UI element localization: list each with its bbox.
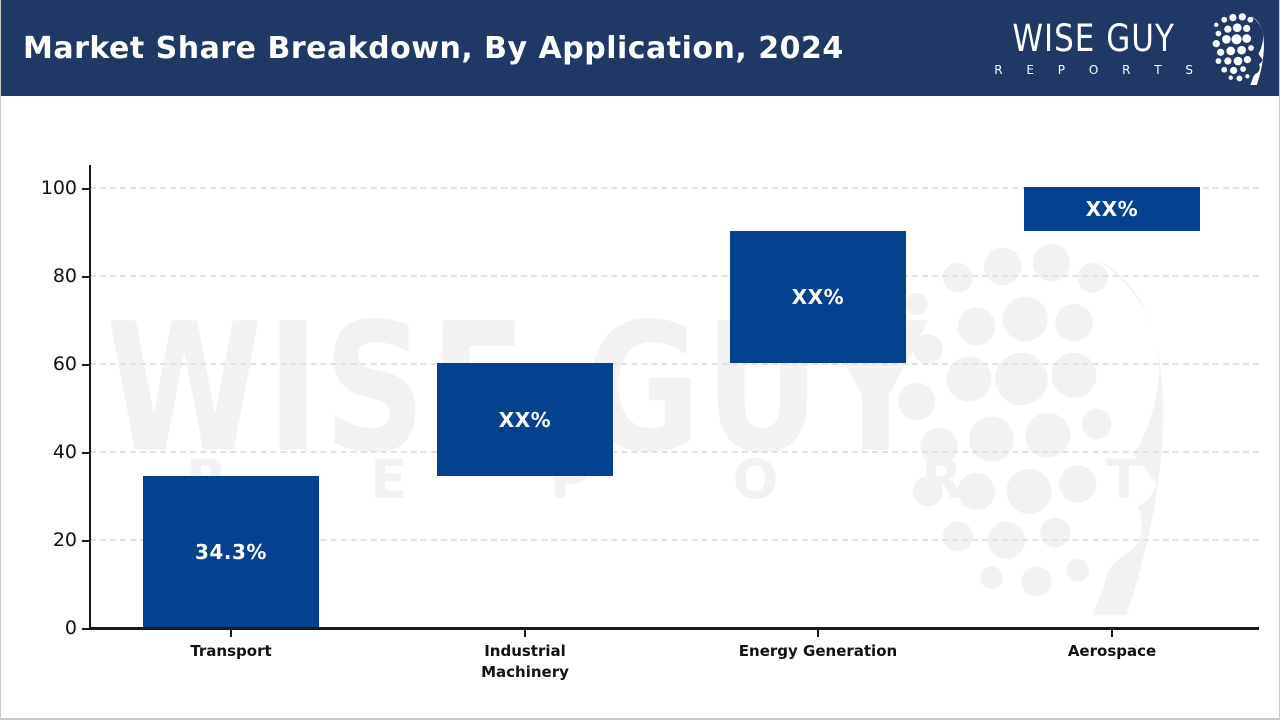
bar-value-label: 34.3% [195,539,267,564]
y-tick-label-40: 40 [52,441,77,463]
gridline-100 [90,187,1259,189]
y-axis-line [89,165,91,629]
y-tick-label-0: 0 [64,617,77,639]
wiseguy-logo: WISE GUY R E P O R T S [984,10,1267,86]
y-tick-80 [82,276,89,278]
y-tick-label-60: 60 [52,353,77,375]
bar-value-label: XX% [791,285,845,309]
bar-value-label: XX% [1085,197,1139,221]
watermark-reports: R E P O R T S [186,448,1280,511]
x-axis-line [89,627,1259,630]
wiseguy-logo-text: WISE GUY R E P O R T S [984,17,1203,77]
y-tick-40 [82,452,89,454]
page-title: Market Share Breakdown, By Application, … [23,30,844,66]
y-tick-100 [82,188,89,190]
category-label-1: Industrial Machinery [481,642,569,681]
header: Market Share Breakdown, By Application, … [1,0,1279,96]
bar-aerospace: XX% [1024,187,1200,231]
gridline-40 [90,451,1259,453]
category-label-3: Aerospace [1067,642,1157,660]
wiseguy-head-icon [1212,13,1264,85]
gridline-20 [90,539,1259,541]
wiseguy-logo-name: WISE GUY [1012,17,1175,61]
y-tick-60 [82,364,89,366]
gridline-60 [90,363,1259,365]
x-tick-1 [524,630,526,637]
wiseguy-logo-tagline: R E P O R T S [994,63,1203,77]
x-tick-2 [817,630,819,637]
category-label-0: Transport [190,642,272,660]
y-tick-label-20: 20 [52,529,77,551]
bar-transport: 34.3% [143,476,319,627]
y-tick-20 [82,540,89,542]
gridline-80 [90,275,1259,277]
x-tick-0 [230,630,232,637]
x-tick-3 [1111,630,1113,637]
y-tick-label-80: 80 [52,265,77,287]
y-tick-0 [82,628,89,630]
chart-area: WISE GUY R E P O R T S 0 20 40 60 80 100 34.3%… [1,96,1280,718]
y-tick-label-100: 100 [40,177,77,199]
bar-energy-generation: XX% [730,231,906,363]
bar-industrial-machinery: XX% [437,363,613,477]
category-label-2: Energy Generation [738,642,898,660]
watermark-head-icon [897,244,1164,616]
bar-value-label: XX% [498,407,552,432]
